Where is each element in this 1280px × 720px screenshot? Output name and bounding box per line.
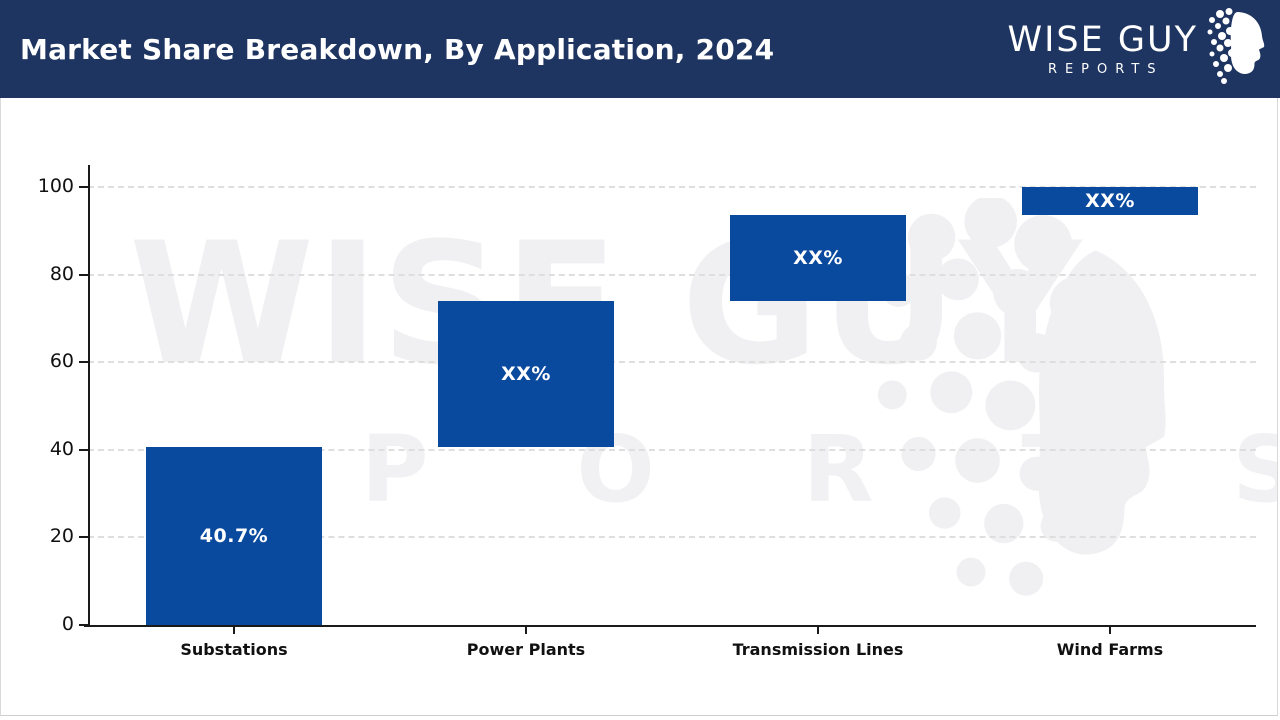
x-axis — [84, 625, 1256, 627]
bar-wind-farms: XX% — [1022, 187, 1198, 215]
header-bar: Market Share Breakdown, By Application, … — [0, 0, 1280, 98]
bar-value-label: XX% — [793, 246, 843, 269]
x-category-label: Transmission Lines — [732, 640, 904, 659]
page-title: Market Share Breakdown, By Application, … — [20, 32, 775, 66]
y-tick-label: 60 — [49, 350, 74, 373]
bar-substations: 40.7% — [146, 446, 322, 625]
y-tick-mark — [79, 273, 88, 276]
x-tick-mark — [233, 627, 235, 634]
y-tick-label: 20 — [49, 525, 74, 548]
logo-head-icon — [1207, 8, 1265, 84]
gridline-40 — [88, 448, 1256, 451]
bar-value-label: 40.7% — [199, 524, 269, 547]
y-tick-mark — [79, 448, 88, 451]
bar-transmission-lines: XX% — [730, 214, 906, 301]
gridline-100 — [88, 186, 1256, 188]
x-category-label: Power Plants — [466, 640, 586, 659]
gridline-60 — [88, 361, 1256, 364]
logo-subtext: REPORTS — [1047, 61, 1164, 77]
y-tick-mark — [79, 186, 88, 188]
y-tick-label: 0 — [61, 613, 74, 635]
bar-value-label: XX% — [1085, 189, 1135, 212]
y-tick-label: 80 — [49, 262, 74, 285]
brand-logo: WISE GUY REPORTS — [1007, 8, 1280, 90]
bar-power-plants: XX% — [438, 300, 614, 447]
x-tick-mark — [817, 627, 819, 634]
y-tick-label: 40 — [49, 437, 74, 460]
gridline-80 — [88, 273, 1256, 276]
x-category-label: Wind Farms — [1056, 640, 1164, 659]
gridline-20 — [88, 536, 1256, 539]
y-axis — [88, 165, 90, 627]
x-tick-mark — [525, 627, 527, 634]
y-tick-mark — [79, 624, 88, 626]
brand-text: WISE GUY REPORTS — [1007, 19, 1198, 77]
bar-value-label: XX% — [501, 362, 551, 385]
y-tick-label: 100 — [37, 175, 74, 197]
x-category-label: Substations — [180, 640, 288, 659]
logo-wordmark: WISE GUY — [1007, 19, 1198, 60]
x-tick-mark — [1109, 627, 1111, 634]
y-tick-mark — [79, 361, 88, 364]
y-tick-mark — [79, 536, 88, 539]
